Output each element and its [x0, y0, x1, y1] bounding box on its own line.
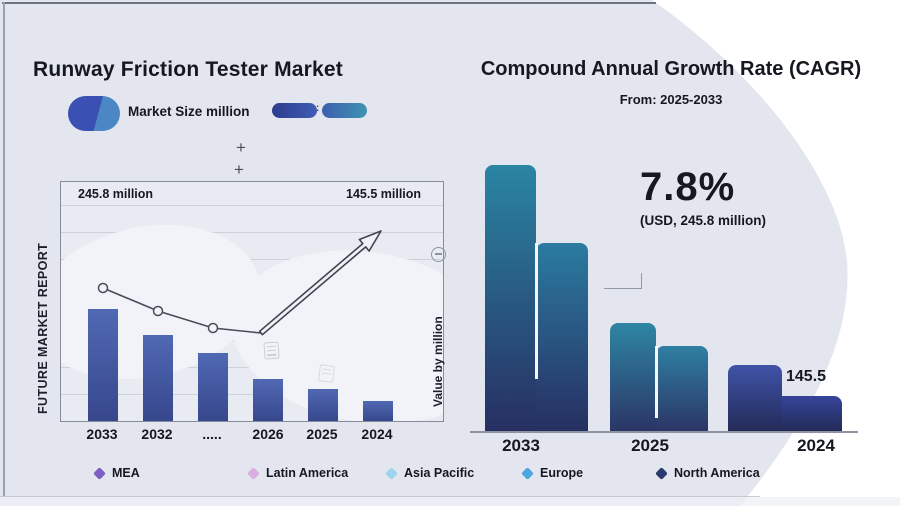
gridline — [61, 231, 443, 233]
x-tick-2033: 2033 — [502, 436, 540, 455]
bar-2026 — [253, 379, 283, 421]
gridline — [61, 393, 443, 395]
cagr-title: Compound Annual Growth Rate (CAGR) — [480, 58, 862, 80]
x-tick-2033: 2033 — [86, 426, 118, 442]
bar-2025-secondary — [656, 346, 708, 431]
x-tick-.....: ..... — [202, 426, 222, 442]
frame-bottom-strip — [0, 497, 900, 506]
legend-item-mea: MEA — [93, 466, 140, 480]
right-chart-axis — [470, 431, 858, 433]
start-value-annotation: 245.8 million — [78, 187, 154, 201]
watermark-vertical-text: FUTURE MARKET REPORT — [36, 242, 50, 414]
bar-gap — [535, 243, 538, 379]
bar-2024-secondary — [782, 396, 842, 431]
legend-diamond-icon — [521, 466, 534, 480]
bar-2025 — [308, 389, 338, 421]
legend-label: Latin America — [266, 466, 349, 480]
cagr-detail: (USD, 245.8 million) — [640, 213, 767, 228]
x-tick-2025: 2025 — [631, 436, 669, 455]
minus-circle-icon — [431, 247, 446, 262]
legend-label: Europe — [540, 466, 584, 480]
frame-top-border — [2, 2, 656, 4]
legend-item-north-america: North America — [655, 466, 760, 480]
bracket-line — [641, 273, 643, 289]
page-title: Runway Friction Tester Market — [33, 58, 343, 81]
x-tick-2025: 2025 — [306, 426, 338, 442]
legend-diamond-icon — [247, 466, 260, 480]
legend-item-europe: Europe — [521, 466, 584, 480]
legend-label: North America — [674, 466, 760, 480]
legend-label: MEA — [112, 466, 140, 480]
legend-diamond-icon — [655, 466, 668, 480]
bar-2025-primary — [610, 323, 656, 431]
bar-2033 — [88, 309, 118, 421]
bar-gap — [655, 346, 658, 418]
bar-2024 — [363, 401, 393, 421]
frame-bottom-line — [0, 496, 760, 497]
x-tick-2024: 2024 — [361, 426, 393, 442]
plus-icon: + — [234, 160, 244, 179]
value-axis-label: Value by million — [431, 316, 445, 407]
ratio-separator: : — [316, 103, 320, 114]
trend-line-and-arrow — [97, 230, 382, 336]
bar-value-annotation: 145.5 — [786, 368, 827, 385]
bracket-line — [604, 288, 642, 290]
plus-icon: + — [236, 138, 246, 157]
end-value-annotation: 145.5 million — [346, 187, 422, 201]
cagr-value: 7.8% — [640, 165, 736, 209]
bar-2024-primary — [728, 365, 782, 431]
ratio-pill-left-icon — [272, 103, 317, 118]
gridline — [61, 204, 443, 206]
legend-diamond-icon — [385, 466, 398, 480]
ratio-pill-right-icon — [322, 103, 367, 118]
legend-item-latin-america: Latin America — [247, 466, 349, 480]
legend-item-asia-pacific: Asia Pacific — [385, 466, 475, 480]
market-size-label: Market Size million — [128, 104, 250, 119]
cagr-subtitle: From: 2025-2033 — [619, 92, 723, 107]
x-tick-2024: 2024 — [797, 436, 835, 455]
market-size-capsule-icon — [68, 96, 120, 131]
bar-2033-secondary — [536, 243, 588, 431]
bar-..... — [198, 353, 228, 421]
gridline — [61, 258, 443, 260]
legend-label: Asia Pacific — [404, 466, 475, 480]
x-tick-2032: 2032 — [141, 426, 173, 442]
frame-left-border — [3, 2, 5, 497]
market-size-chart — [60, 181, 444, 422]
legend-diamond-icon — [93, 466, 106, 480]
bar-2032 — [143, 335, 173, 421]
x-tick-2026: 2026 — [252, 426, 284, 442]
bar-2033-primary — [485, 165, 536, 431]
